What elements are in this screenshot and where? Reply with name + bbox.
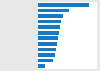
Bar — [38, 59, 54, 62]
Bar — [38, 36, 58, 40]
Bar — [38, 25, 60, 29]
Bar — [38, 64, 45, 68]
Bar — [38, 48, 56, 51]
Bar — [38, 53, 55, 57]
Bar — [38, 9, 69, 12]
Bar — [38, 14, 63, 18]
Bar — [38, 20, 61, 23]
Bar — [38, 31, 59, 35]
Bar — [38, 42, 57, 46]
Bar — [38, 3, 89, 7]
